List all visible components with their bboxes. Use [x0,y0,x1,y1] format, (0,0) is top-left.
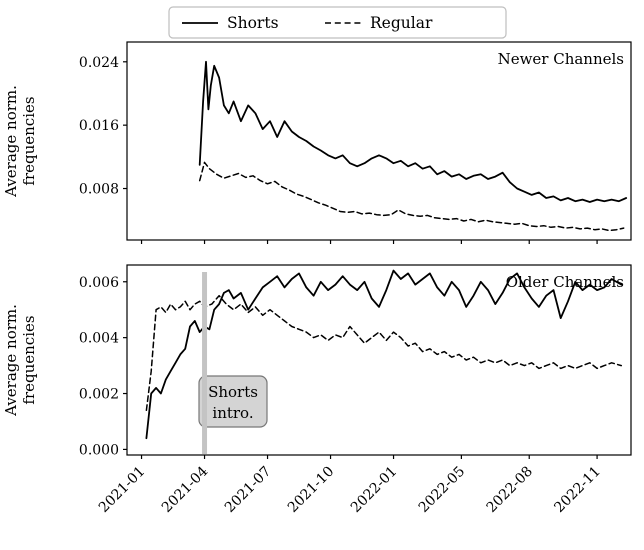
y-tick-label: 0.004 [79,331,119,347]
x-tick-label: 2022-01 [348,464,400,516]
y-axis-label-top: Average norm. frequencies [2,85,38,198]
y-axis-label-bottom: Average norm. frequencies [2,304,38,417]
annotation-line-1: Shorts [208,383,258,401]
y-axis-label-bottom-line1: Average norm. [2,304,20,417]
y-tick-label: 0.024 [79,55,119,71]
y-tick-label: 0.016 [79,118,119,134]
y-tick-label: 0.008 [79,182,119,198]
panel-frame [126,264,632,456]
x-tick-label: 2021-07 [222,464,274,516]
shorts-intro-annotation-box [198,375,268,428]
y-axis-label-top-line2: frequencies [20,96,38,185]
panel-title-newer-channels: Newer Channels [498,50,624,68]
y-axis-label-top-line1: Average norm. [2,85,20,198]
series-line-regular [198,161,625,232]
x-tick-label: 2021-10 [285,464,337,516]
y-tick-label: 0.000 [79,442,119,458]
y-axis-label-bottom-line2: frequencies [20,315,38,404]
x-tick-label: 2021-01 [96,464,148,516]
legend: Shorts Regular [168,6,507,39]
x-tick-label: 2022-05 [416,464,468,516]
legend-label-shorts: Shorts [227,14,279,32]
y-tick-label: 0.006 [79,275,119,291]
panel-frame [126,41,632,241]
shorts-intro-annotation [198,375,268,428]
panel-title-older-channels: Older Channels [506,273,624,291]
shorts-intro-annotation-text: Shorts intro. [208,383,258,422]
y-tick-label: 0.002 [79,387,119,403]
series-line-shorts [198,60,628,203]
annotation-line-2: intro. [212,404,253,422]
legend-label-regular: Regular [370,14,433,32]
x-tick-label: 2022-08 [484,464,536,516]
x-tick-label: 2021-04 [159,463,212,516]
x-tick-label: 2022-11 [551,464,603,516]
